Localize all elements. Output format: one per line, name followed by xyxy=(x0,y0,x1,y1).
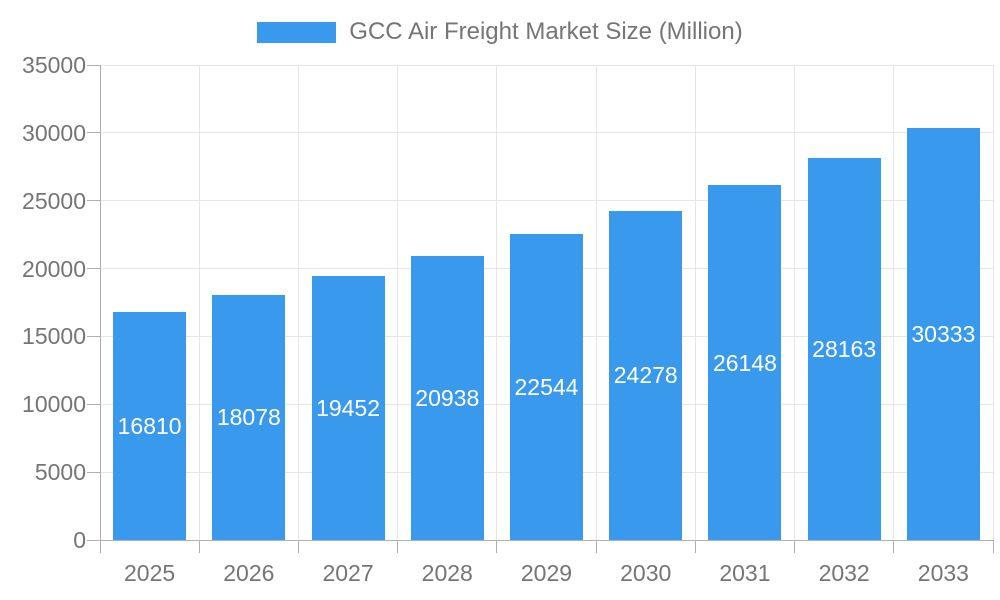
h-gridline xyxy=(100,132,993,134)
x-axis-tick-label: 2025 xyxy=(124,560,176,586)
x-axis-tick-label: 2027 xyxy=(322,560,374,586)
bar-2028[interactable] xyxy=(410,255,484,540)
bar-value-label: 30333 xyxy=(911,321,976,348)
bar-value-label: 26148 xyxy=(712,349,777,376)
x-axis-tick xyxy=(794,540,796,553)
bar-2032[interactable] xyxy=(807,157,881,540)
x-axis-line xyxy=(100,539,993,541)
v-gridline xyxy=(694,65,696,540)
v-gridline xyxy=(496,65,498,540)
legend-swatch-icon xyxy=(257,21,337,43)
legend[interactable]: GCC Air Freight Market Size (Million) xyxy=(0,18,1000,46)
v-gridline xyxy=(397,65,399,540)
bar-2031[interactable] xyxy=(708,185,782,540)
y-axis-tick-label: 30000 xyxy=(22,119,86,146)
y-axis-tick xyxy=(87,132,100,134)
y-axis-tick xyxy=(87,200,100,202)
bar-value-label: 19452 xyxy=(316,395,381,421)
bar-2025[interactable] xyxy=(113,311,187,540)
x-axis-tick xyxy=(99,540,101,553)
y-axis-tick-label: 15000 xyxy=(22,323,86,350)
x-axis-tick xyxy=(496,540,498,553)
x-axis-tick-label: 2031 xyxy=(719,560,771,586)
bar-value-label: 22544 xyxy=(514,374,579,401)
x-axis-tick xyxy=(893,540,895,553)
bar-2029[interactable] xyxy=(510,234,583,540)
v-gridline xyxy=(992,65,994,540)
y-axis-tick xyxy=(87,539,100,541)
x-axis-tick xyxy=(297,540,299,553)
h-gridline xyxy=(100,64,993,66)
bar-value-label: 16810 xyxy=(117,412,182,439)
bar-value-label: 28163 xyxy=(812,335,877,362)
x-axis-tick-label: 2033 xyxy=(917,560,969,586)
bar-2030[interactable] xyxy=(609,210,683,540)
v-gridline xyxy=(794,65,796,540)
x-axis-tick xyxy=(694,540,696,553)
y-axis-tick xyxy=(87,64,100,66)
x-axis-tick-label: 2026 xyxy=(223,560,275,586)
x-axis-tick xyxy=(595,540,597,553)
y-axis-tick xyxy=(87,335,100,337)
x-axis-tick-label: 2032 xyxy=(818,560,870,586)
y-axis-tick-label: 5000 xyxy=(34,459,86,486)
h-gridline xyxy=(100,200,993,202)
v-gridline xyxy=(595,65,597,540)
y-axis-tick-label: 25000 xyxy=(22,187,86,214)
y-axis-tick xyxy=(87,471,100,473)
bar-2026[interactable] xyxy=(212,294,286,540)
y-axis-tick-label: 35000 xyxy=(22,52,86,78)
y-axis-tick xyxy=(87,403,100,405)
v-gridline xyxy=(198,65,200,540)
bar-2033[interactable] xyxy=(906,128,980,540)
x-axis-tick xyxy=(397,540,399,553)
x-axis-tick-label: 2030 xyxy=(620,560,672,586)
y-axis-line xyxy=(99,65,101,540)
v-gridline xyxy=(297,65,299,540)
v-gridline xyxy=(893,65,895,540)
y-axis-tick-label: 0 xyxy=(73,527,86,553)
plot-area: 0 5000 10000 15000 20000 25000 30000 35000 16810… xyxy=(22,53,994,585)
y-axis-tick xyxy=(87,268,100,270)
bar-value-label: 18078 xyxy=(216,404,281,431)
bar-2027[interactable] xyxy=(311,276,385,540)
x-axis-tick-label: 2028 xyxy=(421,560,473,586)
bar-value-label: 20938 xyxy=(415,384,480,411)
y-axis-tick-label: 20000 xyxy=(22,255,86,282)
legend-label: GCC Air Freight Market Size (Million) xyxy=(349,18,743,45)
x-axis-tick-label: 2029 xyxy=(520,560,573,586)
bar-value-label: 24278 xyxy=(613,362,678,389)
x-axis-tick xyxy=(198,540,200,553)
y-axis-tick-label: 10000 xyxy=(22,391,86,418)
x-axis-tick xyxy=(992,540,994,553)
